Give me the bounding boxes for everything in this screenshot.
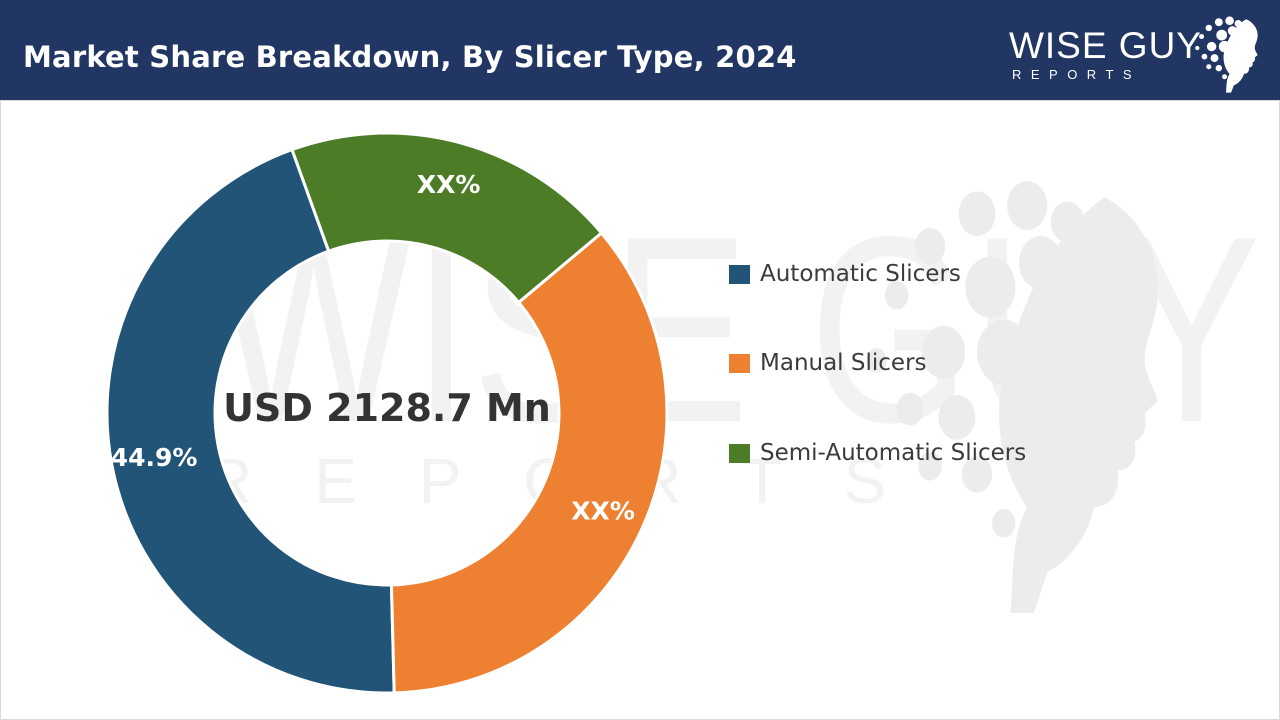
legend-label: Semi-Automatic Slicers (760, 440, 1027, 466)
legend-swatch-manual (729, 353, 750, 373)
header: Market Share Breakdown, By Slicer Type, … (0, 0, 1280, 100)
donut-slice-automatic-slicers (105, 148, 396, 695)
legend-label: Manual Slicers (760, 350, 927, 376)
legend-label: Automatic Slicers (760, 261, 961, 287)
donut-slice-semi-automatic-slicers (290, 131, 603, 304)
donut-chart: XX% 44.9% XX% (105, 131, 669, 695)
legend-item-automatic-slicers: Automatic Slicers (729, 261, 961, 287)
brand-face-icon (1190, 15, 1262, 94)
watermark-face-icon (843, 173, 1178, 621)
brand-logo: WISE GUY REPORTS (1009, 15, 1262, 94)
slice-percent-label: XX% (417, 170, 481, 199)
slice-percent-label: 44.9% (111, 443, 198, 472)
legend-item-semi-automatic-slicers: Semi-Automatic Slicers (729, 440, 1026, 466)
chart-area: WISE GUY REPORTS XX%44.9%XX% USD 2128.7 … (0, 100, 1280, 720)
page-title: Market Share Breakdown, By Slicer Type, … (23, 40, 797, 74)
legend-swatch-semi-automatic (729, 443, 750, 463)
legend-item-manual-slicers: Manual Slicers (729, 350, 927, 376)
slice-percent-label: XX% (571, 496, 635, 525)
legend-swatch-automatic (729, 264, 750, 284)
brand-tagline: REPORTS (1011, 67, 1142, 82)
brand-name: WISE GUY (1008, 25, 1202, 66)
donut-slice-manual-slicers (389, 231, 669, 695)
